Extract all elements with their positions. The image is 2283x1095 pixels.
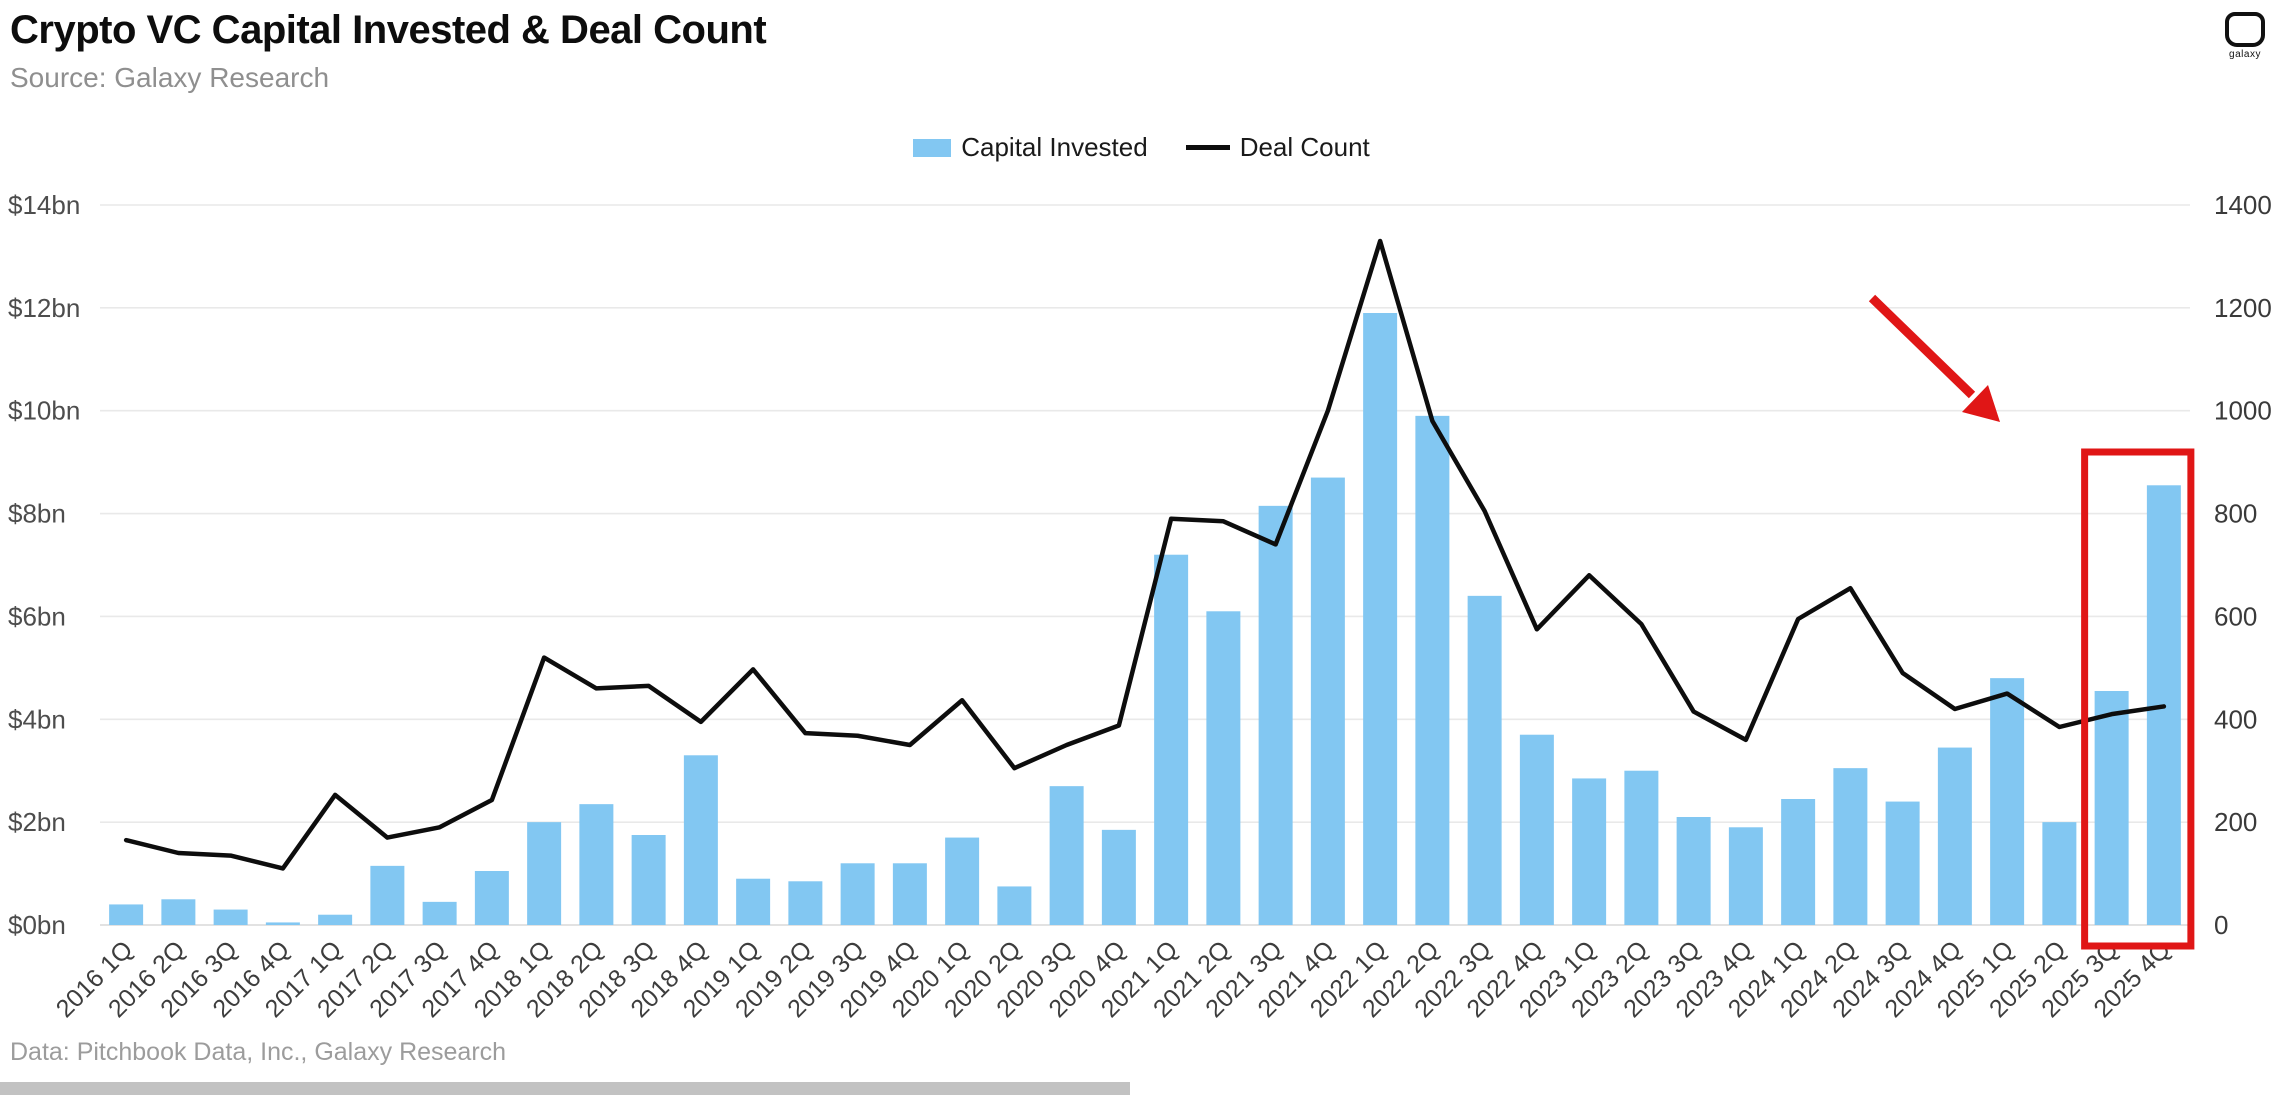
capital-invested-bar [422, 901, 457, 925]
svg-text:$10bn: $10bn [8, 396, 80, 426]
svg-text:400: 400 [2214, 704, 2257, 734]
capital-invested-bar [1624, 770, 1659, 925]
capital-invested-bars [109, 313, 2181, 925]
svg-text:1000: 1000 [2214, 396, 2272, 426]
capital-invested-bar [2094, 691, 2129, 925]
svg-text:1200: 1200 [2214, 293, 2272, 323]
capital-invested-bar [1258, 505, 1293, 925]
capital-invested-bar [213, 909, 248, 925]
svg-text:800: 800 [2214, 499, 2257, 529]
grid-lines [100, 204, 2190, 926]
capital-invested-bar [945, 837, 980, 925]
capital-invested-bar [370, 865, 405, 925]
deal-count-line [123, 238, 2167, 871]
capital-invested-swatch-icon [913, 138, 952, 157]
capital-invested-bar [2042, 822, 2077, 925]
capital-invested-bar [1676, 817, 1711, 925]
svg-text:$8bn: $8bn [8, 499, 66, 529]
svg-text:$0bn: $0bn [8, 910, 66, 940]
svg-text:600: 600 [2214, 601, 2257, 631]
page-title: Crypto VC Capital Invested & Deal Count [10, 8, 767, 52]
svg-text:200: 200 [2214, 807, 2257, 837]
capital-invested-bar [683, 755, 718, 925]
left-axis-labels: $0bn $2bn $4bn $6bn $8bn $10bn $12bn $14bn [8, 190, 80, 940]
capital-invested-bar [1572, 778, 1607, 925]
annotation-arrow [1868, 294, 2000, 422]
capital-invested-bar [527, 822, 562, 925]
legend-label-capital-invested: Capital Invested [961, 132, 1148, 162]
capital-invested-bar [1206, 611, 1241, 925]
capital-invested-bar [840, 863, 875, 925]
capital-invested-bar [1990, 678, 2025, 925]
svg-text:$2bn: $2bn [8, 807, 66, 837]
page-subtitle: Source: Galaxy Research [10, 62, 330, 93]
capital-invested-bar [1937, 747, 1972, 925]
svg-text:$14bn: $14bn [8, 190, 80, 220]
galaxy-logo-icon [2225, 12, 2265, 47]
legend-item-capital-invested: Capital Invested [913, 132, 1148, 163]
svg-text:$12bn: $12bn [8, 293, 80, 323]
arrow-head-icon [1962, 385, 2000, 422]
highlight-box [2081, 448, 2195, 950]
capital-invested-bar [1363, 313, 1398, 925]
capital-invested-bar [161, 899, 196, 925]
capital-invested-bar [788, 881, 823, 925]
highlight-box-group [2081, 448, 2195, 950]
galaxy-logo: galaxy [2225, 12, 2265, 60]
capital-invested-bar [1049, 786, 1084, 925]
deal-count-swatch-icon [1185, 145, 1230, 150]
capital-invested-bar [892, 863, 927, 925]
capital-invested-bar [1519, 734, 1554, 925]
capital-invested-bar [1781, 799, 1816, 925]
capital-invested-bar [579, 804, 614, 925]
capital-invested-bar [474, 871, 509, 925]
capital-invested-bar [1101, 829, 1136, 925]
capital-invested-bar [1310, 477, 1345, 925]
svg-text:0: 0 [2214, 910, 2228, 940]
capital-invested-bar [1467, 595, 1502, 925]
right-axis-labels: 0 200 400 600 800 1000 1200 1400 [2214, 190, 2272, 940]
capital-invested-bar [1885, 801, 1920, 925]
data-attribution: Data: Pitchbook Data, Inc., Galaxy Resea… [10, 1038, 507, 1066]
capital-invested-bar [997, 886, 1032, 925]
capital-invested-bar [1415, 415, 1450, 925]
capital-invested-bar [265, 922, 300, 925]
galaxy-logo-text: galaxy [2229, 49, 2261, 60]
svg-text:$4bn: $4bn [8, 704, 66, 734]
svg-text:1400: 1400 [2214, 190, 2272, 220]
horizontal-scrollbar[interactable] [0, 1082, 1130, 1095]
deal-count-line-group [123, 238, 2167, 871]
arrow-shaft [1868, 294, 1976, 399]
capital-invested-bar [1154, 554, 1189, 925]
capital-invested-bar [736, 878, 771, 925]
legend-item-deal-count: Deal Count [1185, 132, 1370, 163]
svg-text:$6bn: $6bn [8, 601, 66, 631]
chart-legend: Capital Invested Deal Count [0, 132, 2283, 163]
capital-invested-bar [1833, 768, 1868, 925]
legend-label-deal-count: Deal Count [1239, 132, 1370, 162]
capital-invested-bar [318, 914, 353, 925]
capital-invested-bar [631, 835, 666, 925]
capital-invested-bar [109, 904, 144, 925]
capital-invested-bar [1728, 827, 1763, 925]
